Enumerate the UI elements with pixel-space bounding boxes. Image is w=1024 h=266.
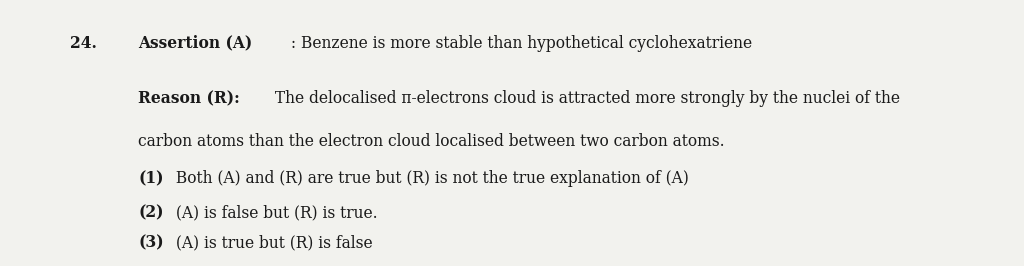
Text: (A) is true but (R) is false: (A) is true but (R) is false [171, 234, 373, 251]
Text: (2): (2) [138, 205, 164, 222]
Text: (A) is false but (R) is true.: (A) is false but (R) is true. [171, 205, 378, 222]
Text: : Benzene is more stable than hypothetical cyclohexatriene: : Benzene is more stable than hypothetic… [286, 35, 752, 52]
Text: Reason (R):: Reason (R): [138, 90, 240, 107]
Text: carbon atoms than the electron cloud localised between two carbon atoms.: carbon atoms than the electron cloud loc… [138, 133, 725, 150]
Text: Both (A) and (R) are true but (R) is not the true explanation of (A): Both (A) and (R) are true but (R) is not… [171, 170, 689, 187]
Text: Assertion (A): Assertion (A) [138, 35, 253, 52]
Text: The delocalised π-electrons cloud is attracted more strongly by the nuclei of th: The delocalised π-electrons cloud is att… [269, 90, 899, 107]
Text: 24.: 24. [70, 35, 96, 52]
Text: (1): (1) [138, 170, 164, 187]
Text: (3): (3) [138, 234, 164, 251]
